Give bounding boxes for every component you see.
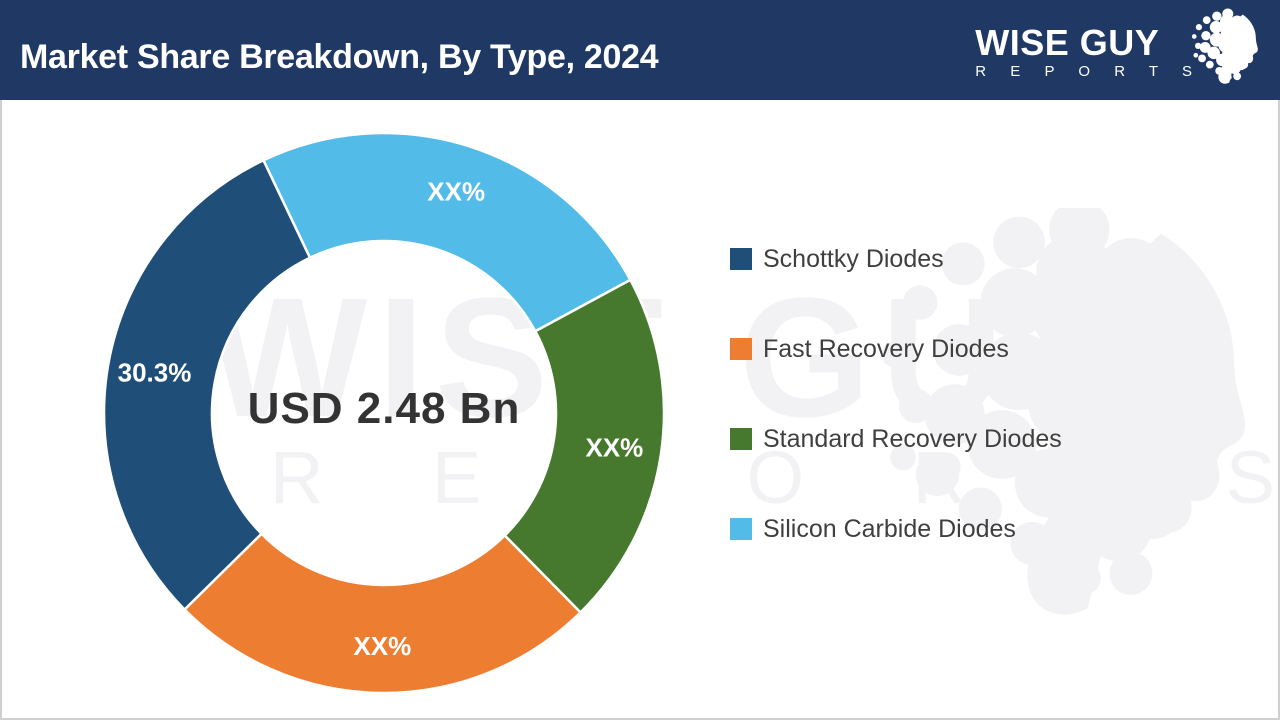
page-title: Market Share Breakdown, By Type, 2024	[20, 37, 659, 76]
donut-slice-silicon-carbide-diodes	[262, 131, 632, 333]
legend-swatch-standard-recovery-diodes	[730, 428, 752, 450]
slice-label-standard-recovery-diodes: XX%	[585, 433, 643, 463]
logo-wiseguy-label: WISE GUY	[975, 21, 1160, 63]
slice-label-fast-recovery-diodes: XX%	[353, 631, 411, 661]
legend-swatch-schottky-diodes	[730, 248, 752, 270]
legend-item-schottky-diodes: Schottky Diodes	[730, 244, 1062, 273]
donut-center-value: USD 2.48 Bn	[247, 384, 521, 433]
donut-chart: XX% XX% XX% 30.3% USD 2.48 Bn	[2, 100, 1278, 718]
donut-slice-standard-recovery-diodes	[503, 278, 666, 614]
donut-slice-schottky-diodes	[102, 159, 312, 611]
legend-item-fast-recovery-diodes: Fast Recovery Diodes	[730, 334, 1062, 363]
legend-item-silicon-carbide-diodes: Silicon Carbide Diodes	[730, 514, 1062, 543]
slice-label-schottky-diodes: 30.3%	[118, 358, 192, 388]
wiseguy-logo-text: WISE GUY R E P O R T S	[975, 21, 1202, 81]
legend-swatch-fast-recovery-diodes	[730, 338, 752, 360]
wiseguy-face-icon	[1191, 8, 1258, 84]
legend-swatch-silicon-carbide-diodes	[730, 518, 752, 540]
header-bar: Market Share Breakdown, By Type, 2024 WI…	[0, 0, 1280, 100]
logo-reports-label: R E P O R T S	[975, 62, 1202, 80]
legend-item-standard-recovery-diodes: Standard Recovery Diodes	[730, 424, 1062, 453]
legend-label-silicon-carbide-diodes: Silicon Carbide Diodes	[763, 514, 1016, 543]
legend-label-standard-recovery-diodes: Standard Recovery Diodes	[763, 424, 1062, 453]
chart-legend: Schottky Diodes Fast Recovery Diodes Stand…	[730, 244, 1062, 606]
legend-label-schottky-diodes: Schottky Diodes	[763, 244, 944, 273]
legend-label-fast-recovery-diodes: Fast Recovery Diodes	[763, 334, 1009, 363]
wiseguy-logo: WISE GUY R E P O R T S	[975, 6, 1266, 92]
chart-canvas: WISE GUY R E P O R T S XX% XX% XX% 30.3% US…	[0, 100, 1280, 720]
donut-slice-fast-recovery-diodes	[183, 532, 582, 695]
slice-label-silicon-carbide-diodes: XX%	[427, 177, 485, 207]
